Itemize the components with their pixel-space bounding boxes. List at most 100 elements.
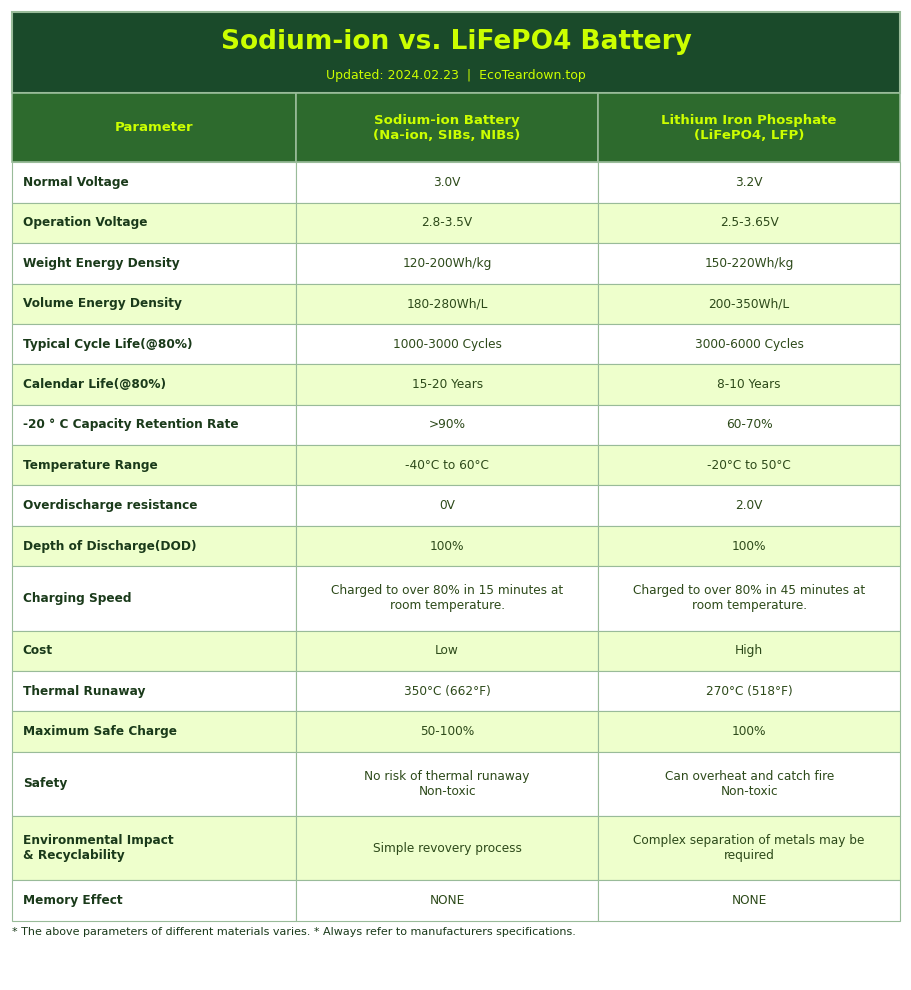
FancyBboxPatch shape [296, 244, 598, 283]
Text: Overdischarge resistance: Overdischarge resistance [23, 499, 197, 512]
FancyBboxPatch shape [12, 364, 296, 405]
FancyBboxPatch shape [296, 631, 598, 671]
Text: Operation Voltage: Operation Voltage [23, 217, 148, 230]
Text: EcoTeardown.top: EcoTeardown.top [309, 540, 602, 569]
Text: 200-350Wh/L: 200-350Wh/L [708, 297, 789, 310]
Text: Weight Energy Density: Weight Energy Density [23, 256, 179, 270]
FancyBboxPatch shape [598, 93, 899, 162]
Text: 100%: 100% [429, 540, 464, 552]
FancyBboxPatch shape [12, 405, 296, 446]
FancyBboxPatch shape [12, 485, 296, 526]
FancyBboxPatch shape [598, 631, 899, 671]
Text: 3.0V: 3.0V [433, 176, 460, 189]
Text: Low: Low [435, 644, 458, 657]
Text: 50-100%: 50-100% [420, 725, 474, 738]
Text: Normal Voltage: Normal Voltage [23, 176, 128, 189]
FancyBboxPatch shape [296, 751, 598, 816]
FancyBboxPatch shape [296, 880, 598, 921]
Text: 1000-3000 Cycles: 1000-3000 Cycles [393, 338, 501, 350]
FancyBboxPatch shape [12, 446, 296, 485]
Text: 3.2V: 3.2V [734, 176, 762, 189]
FancyBboxPatch shape [598, 526, 899, 566]
FancyBboxPatch shape [12, 162, 296, 203]
Text: Sodium-ion vs. LiFePO4 Battery: Sodium-ion vs. LiFePO4 Battery [220, 29, 691, 54]
Text: Updated: 2024.02.23  |  EcoTeardown.top: Updated: 2024.02.23 | EcoTeardown.top [326, 68, 585, 82]
Text: Temperature Range: Temperature Range [23, 458, 158, 472]
Text: Depth of Discharge(DOD): Depth of Discharge(DOD) [23, 540, 196, 552]
FancyBboxPatch shape [296, 671, 598, 712]
FancyBboxPatch shape [12, 526, 296, 566]
FancyBboxPatch shape [598, 816, 899, 880]
Text: Charged to over 80% in 45 minutes at
room temperature.: Charged to over 80% in 45 minutes at roo… [632, 584, 865, 613]
FancyBboxPatch shape [598, 446, 899, 485]
FancyBboxPatch shape [12, 631, 296, 671]
FancyBboxPatch shape [296, 446, 598, 485]
FancyBboxPatch shape [598, 712, 899, 751]
Text: Complex separation of metals may be
required: Complex separation of metals may be requ… [633, 835, 864, 862]
Text: Typical Cycle Life(@80%): Typical Cycle Life(@80%) [23, 338, 192, 350]
FancyBboxPatch shape [12, 671, 296, 712]
Text: High: High [734, 644, 763, 657]
FancyBboxPatch shape [598, 671, 899, 712]
FancyBboxPatch shape [598, 405, 899, 446]
Text: Environmental Impact
& Recyclability: Environmental Impact & Recyclability [23, 835, 173, 862]
Text: 180-280Wh/L: 180-280Wh/L [406, 297, 487, 310]
Text: >90%: >90% [428, 419, 466, 432]
Text: Thermal Runaway: Thermal Runaway [23, 685, 145, 698]
FancyBboxPatch shape [296, 364, 598, 405]
FancyBboxPatch shape [598, 283, 899, 324]
Text: 150-220Wh/kg: 150-220Wh/kg [703, 256, 793, 270]
Text: Calendar Life(@80%): Calendar Life(@80%) [23, 378, 166, 391]
FancyBboxPatch shape [12, 203, 296, 244]
FancyBboxPatch shape [12, 244, 296, 283]
FancyBboxPatch shape [598, 244, 899, 283]
FancyBboxPatch shape [296, 283, 598, 324]
Text: 3000-6000 Cycles: 3000-6000 Cycles [694, 338, 803, 350]
FancyBboxPatch shape [296, 162, 598, 203]
FancyBboxPatch shape [12, 566, 296, 631]
Text: 0V: 0V [439, 499, 455, 512]
FancyBboxPatch shape [12, 880, 296, 921]
Text: 8-10 Years: 8-10 Years [717, 378, 780, 391]
Text: Parameter: Parameter [115, 121, 193, 135]
FancyBboxPatch shape [598, 880, 899, 921]
FancyBboxPatch shape [12, 283, 296, 324]
Text: -20 ° C Capacity Retention Rate: -20 ° C Capacity Retention Rate [23, 419, 238, 432]
FancyBboxPatch shape [12, 712, 296, 751]
FancyBboxPatch shape [598, 485, 899, 526]
FancyBboxPatch shape [598, 162, 899, 203]
Text: Safety: Safety [23, 777, 67, 790]
Text: Sodium-ion Battery
(Na-ion, SIBs, NIBs): Sodium-ion Battery (Na-ion, SIBs, NIBs) [374, 114, 520, 142]
Text: Memory Effect: Memory Effect [23, 894, 122, 907]
Text: Volume Energy Density: Volume Energy Density [23, 297, 181, 310]
Text: 2.0V: 2.0V [734, 499, 762, 512]
FancyBboxPatch shape [598, 324, 899, 364]
Text: NONE: NONE [429, 894, 465, 907]
Text: 270°C (518°F): 270°C (518°F) [705, 685, 792, 698]
FancyBboxPatch shape [12, 816, 296, 880]
Text: Simple revovery process: Simple revovery process [373, 842, 521, 854]
Text: Cost: Cost [23, 644, 53, 657]
Text: 60-70%: 60-70% [725, 419, 772, 432]
FancyBboxPatch shape [296, 405, 598, 446]
Text: -20°C to 50°C: -20°C to 50°C [707, 458, 790, 472]
Text: 15-20 Years: 15-20 Years [411, 378, 482, 391]
FancyBboxPatch shape [598, 566, 899, 631]
Text: No risk of thermal runaway
Non-toxic: No risk of thermal runaway Non-toxic [364, 770, 529, 798]
Text: -40°C to 60°C: -40°C to 60°C [404, 458, 488, 472]
Text: Charged to over 80% in 15 minutes at
room temperature.: Charged to over 80% in 15 minutes at roo… [331, 584, 563, 613]
Text: Can overheat and catch fire
Non-toxic: Can overheat and catch fire Non-toxic [664, 770, 833, 798]
FancyBboxPatch shape [12, 751, 296, 816]
Text: 2.5-3.65V: 2.5-3.65V [719, 217, 778, 230]
FancyBboxPatch shape [598, 751, 899, 816]
FancyBboxPatch shape [12, 12, 899, 93]
Text: 2.8-3.5V: 2.8-3.5V [421, 217, 472, 230]
Text: Maximum Safe Charge: Maximum Safe Charge [23, 725, 177, 738]
FancyBboxPatch shape [296, 485, 598, 526]
Text: * The above parameters of different materials varies. * Always refer to manufact: * The above parameters of different mate… [12, 927, 575, 937]
FancyBboxPatch shape [12, 324, 296, 364]
FancyBboxPatch shape [598, 203, 899, 244]
Text: 120-200Wh/kg: 120-200Wh/kg [402, 256, 491, 270]
FancyBboxPatch shape [296, 526, 598, 566]
FancyBboxPatch shape [598, 364, 899, 405]
